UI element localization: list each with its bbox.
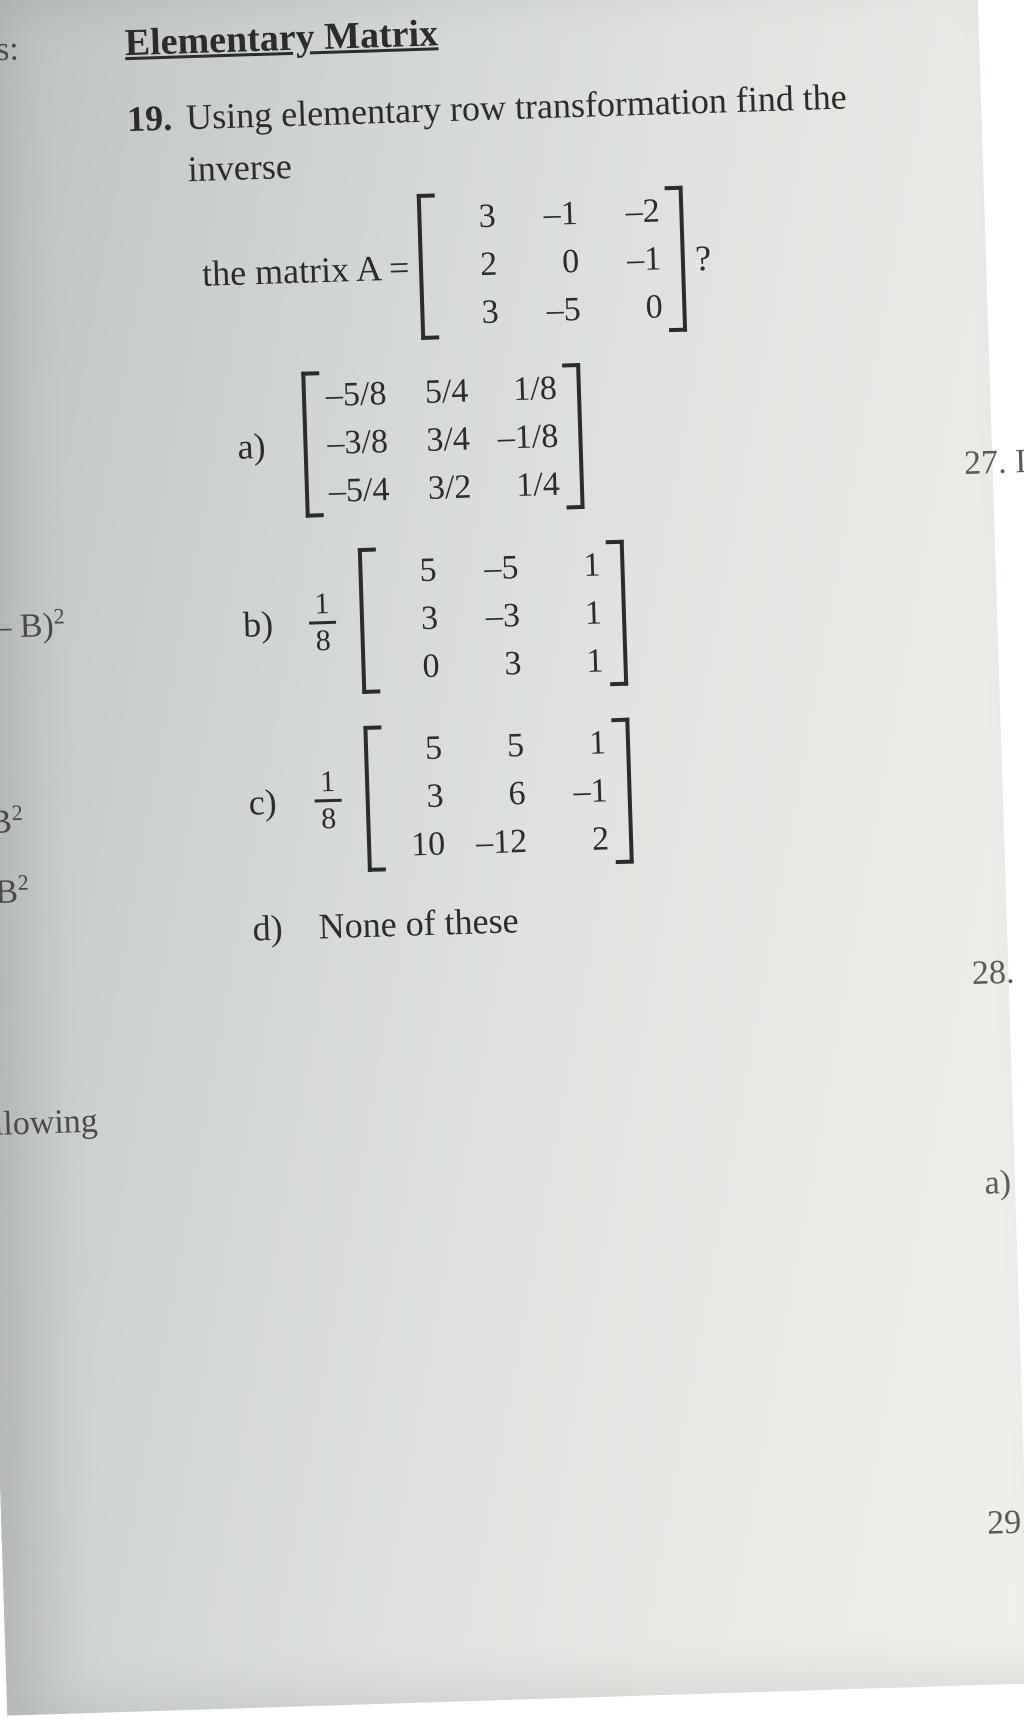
matrix-option-c: 55136–110–122	[363, 718, 633, 872]
matrix-option-a: –5/8 5/4 1/8 –3/8 3/4 –1/8 –5/4 3/2 1/4	[301, 363, 584, 518]
margin-b2: B2	[0, 800, 23, 842]
matrix-cell: –1/8	[497, 418, 559, 458]
matrix-cell: 0	[385, 648, 440, 688]
right-27: 27. I	[963, 443, 1024, 483]
option-label-b: b)	[242, 603, 291, 646]
question-prefix: the matrix A =	[201, 247, 409, 295]
matrix-cell: 3	[383, 600, 438, 640]
matrix-cell: –3/8	[327, 423, 389, 463]
matrix-cell: 3/2	[417, 469, 472, 509]
options: a) –5/8 5/4 1/8 –3/8 3/4 –1/8 –5/4 3/2 1/4 b) 1 …	[235, 353, 913, 949]
matrix-cell: 0	[608, 289, 663, 329]
matrix-cell: –1	[553, 773, 608, 813]
option-c: c) 1 8 55136–110–122	[246, 709, 910, 876]
matrix-cell: 2	[443, 246, 498, 286]
matrix-cell: 1	[546, 547, 601, 587]
option-b: b) 1 8 5–513–31031	[241, 531, 905, 698]
matrix-cell: 1	[551, 725, 606, 765]
matrix-cell: 10	[391, 826, 446, 866]
matrix-cell: –3	[465, 597, 520, 637]
matrix-cell: 3	[444, 294, 499, 334]
matrix-cell: 1	[549, 643, 604, 683]
matrix-cell: 0	[525, 243, 580, 283]
question-line-2: the matrix A = 3–1–220–13–50 ?	[200, 180, 894, 348]
matrix-cell: 5	[382, 552, 437, 592]
matrix-cell: 1/8	[496, 370, 558, 410]
matrix-cell: 3/4	[415, 421, 470, 461]
fraction-b: 1 8	[308, 589, 337, 657]
right-margin: 27. I 28. a) 29.	[907, 0, 1024, 1686]
content-area: Elementary Matrix 19. Using elementary r…	[124, 0, 914, 985]
option-a: a) –5/8 5/4 1/8 –3/8 3/4 –1/8 –5/4 3/2 1/4	[235, 353, 899, 520]
right-28: 28.	[971, 954, 1015, 993]
matrix-cell: 3	[441, 198, 496, 238]
margin-as: as:	[0, 30, 19, 69]
margin-3ab2: 3A + B2	[0, 870, 30, 915]
matrix-cell: 5/4	[414, 373, 469, 413]
matrix-cell: –2	[605, 193, 660, 233]
matrix-cell: –5	[526, 291, 581, 331]
fraction-c: 1 8	[314, 767, 343, 835]
matrix-cell: 2	[554, 821, 609, 861]
question-number: 19.	[126, 92, 174, 198]
matrix-option-b: 5–513–31031	[358, 540, 628, 694]
matrix-cell: 5	[470, 727, 525, 767]
question-text-1: Using elementary row transformation find…	[185, 69, 889, 195]
right-29: 29.	[987, 1503, 1024, 1542]
matrix-cell: 1/4	[499, 466, 561, 506]
matrix-cell: 5	[388, 730, 443, 770]
option-label-a: a)	[237, 425, 286, 468]
matrix-cell: 1	[547, 595, 602, 635]
section-title: Elementary Matrix	[124, 0, 885, 65]
right-a: a)	[984, 1164, 1012, 1203]
margin-ab2: × n, then (A – B)2	[0, 603, 65, 652]
option-label-c: c)	[248, 781, 297, 824]
question-suffix: ?	[694, 237, 711, 279]
matrix-cell: –5/4	[328, 471, 390, 511]
matrix-cell: 6	[471, 775, 526, 815]
matrix-cell: 3	[389, 778, 444, 818]
option-d-text: None of these	[318, 900, 519, 948]
matrix-cell: –5/8	[325, 375, 387, 415]
matrix-cell: –1	[607, 241, 662, 281]
matrix-A: 3–1–220–13–50	[417, 186, 687, 340]
matrix-cell: –5	[464, 549, 519, 589]
left-margin: as: × n, then (A – B)2 B2 3A + B2 of the…	[0, 0, 147, 1716]
matrix-cell: –1	[523, 195, 578, 235]
margin-following: of the following	[0, 1103, 98, 1148]
option-label-d: d)	[252, 906, 301, 949]
question-line-1: 19. Using elementary row transformation …	[126, 69, 889, 197]
option-d: d) None of these	[252, 887, 913, 950]
matrix-cell: 3	[467, 645, 522, 685]
matrix-cell: –12	[473, 823, 528, 863]
